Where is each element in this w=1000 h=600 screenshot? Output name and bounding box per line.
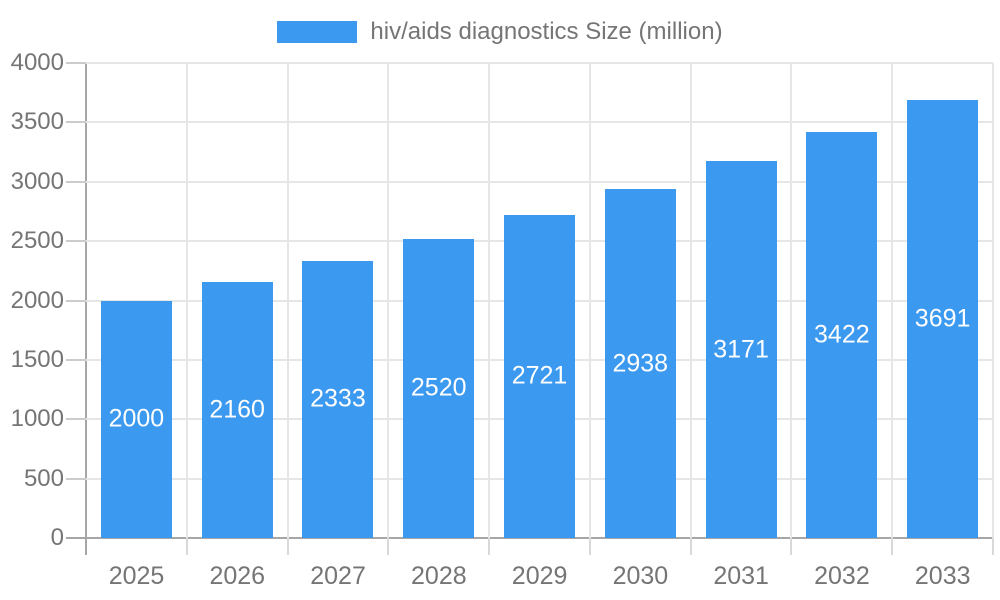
y-tick-mark xyxy=(66,240,86,243)
x-gridline xyxy=(891,63,894,538)
x-gridline xyxy=(488,63,491,538)
bar-2027[interactable]: 2333 xyxy=(302,260,374,538)
x-gridline xyxy=(689,63,692,538)
x-category-label: 2026 xyxy=(209,562,266,590)
y-gridline xyxy=(86,62,993,64)
x-tick-mark xyxy=(790,538,793,555)
x-tick-mark xyxy=(185,538,188,555)
bar-value-label: 2000 xyxy=(108,404,165,433)
x-tick-mark xyxy=(992,538,994,555)
y-tick-mark xyxy=(66,180,86,183)
x-tick-mark xyxy=(387,538,390,555)
x-category-label: 2027 xyxy=(310,562,366,590)
x-tick-mark xyxy=(891,538,894,555)
bar-2026[interactable]: 2160 xyxy=(201,281,273,538)
bar-2030[interactable]: 2938 xyxy=(604,189,676,538)
x-category-label: 2029 xyxy=(511,562,568,590)
y-tick-label: 4000 xyxy=(10,49,64,76)
x-category-label: 2025 xyxy=(108,562,165,590)
y-tick-mark xyxy=(66,358,86,361)
legend-label: hiv/aids diagnostics Size (million) xyxy=(370,18,723,45)
y-tick-label: 2500 xyxy=(10,227,64,255)
x-category-label: 2028 xyxy=(411,562,467,590)
y-tick-label: 0 xyxy=(50,524,64,551)
x-tick-mark xyxy=(689,538,692,555)
x-category-label: 2033 xyxy=(914,562,971,590)
bar-value-label: 3422 xyxy=(814,320,870,349)
bar-value-label: 3171 xyxy=(713,335,769,364)
y-tick-label: 3500 xyxy=(10,108,64,136)
x-gridline xyxy=(588,63,591,538)
x-gridline xyxy=(185,63,188,538)
x-gridline xyxy=(790,63,793,538)
y-tick-mark xyxy=(66,62,86,64)
y-tick-label: 3000 xyxy=(10,167,64,195)
x-gridline xyxy=(387,63,390,538)
y-tick-label: 2000 xyxy=(10,286,64,314)
x-tick-mark xyxy=(588,538,591,555)
x-category-label: 2032 xyxy=(814,562,870,590)
legend-swatch xyxy=(277,21,358,43)
bar-value-label: 3691 xyxy=(914,304,971,333)
y-tick-label: 1500 xyxy=(10,345,64,373)
y-tick-mark xyxy=(66,477,86,480)
bar-value-label: 2520 xyxy=(410,373,467,402)
x-tick-mark xyxy=(286,538,289,555)
y-gridline xyxy=(86,180,993,183)
bar-value-label: 2160 xyxy=(209,395,265,424)
bar-2028[interactable]: 2520 xyxy=(403,238,475,538)
x-gridline xyxy=(286,63,289,538)
x-tick-mark xyxy=(488,538,491,555)
y-tick-mark xyxy=(66,418,86,421)
bar-value-label: 2721 xyxy=(511,361,568,390)
bar-2032[interactable]: 3422 xyxy=(806,131,878,538)
bar-value-label: 2333 xyxy=(310,384,366,413)
legend: hiv/aids diagnostics Size (million) xyxy=(0,18,1000,46)
bar-2031[interactable]: 3171 xyxy=(705,161,777,538)
bar-2033[interactable]: 3691 xyxy=(907,99,979,538)
y-tick-mark xyxy=(66,299,86,302)
y-tick-mark xyxy=(66,121,86,124)
x-category-label: 2030 xyxy=(612,562,669,590)
bar-2025[interactable]: 2000 xyxy=(100,300,172,538)
y-axis-line xyxy=(85,63,87,555)
bar-value-label: 2938 xyxy=(612,349,669,378)
x-axis-baseline xyxy=(66,537,993,539)
plot-area: 0 500 1000 1500 2000 2500 3000 3500 4000 2000 2025… xyxy=(11,50,994,590)
y-tick-label: 500 xyxy=(23,464,64,492)
y-tick-label: 1000 xyxy=(10,405,64,433)
bar-2029[interactable]: 2721 xyxy=(504,214,575,538)
x-gridline xyxy=(992,63,994,538)
y-gridline xyxy=(86,121,993,124)
x-category-label: 2031 xyxy=(713,562,769,590)
